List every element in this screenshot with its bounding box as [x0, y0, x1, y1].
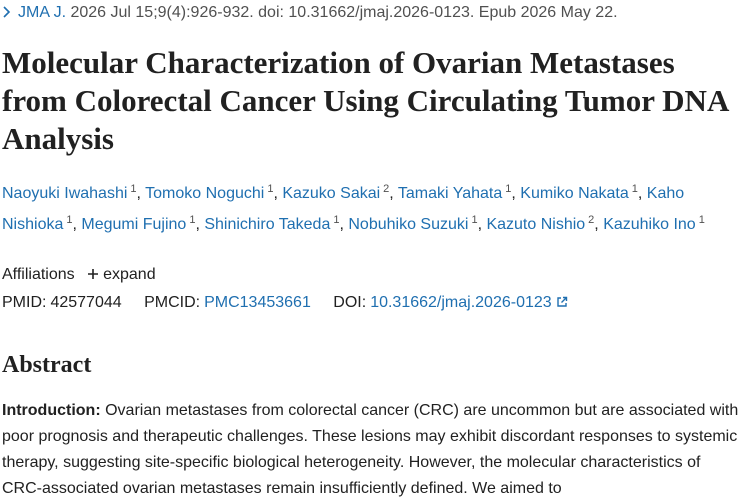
affiliation-number[interactable]: 1	[471, 214, 478, 226]
affiliation-number[interactable]: 1	[189, 214, 196, 226]
author-name[interactable]: Kazuhiko Ino	[603, 216, 696, 233]
affiliation-number[interactable]: 1	[66, 214, 73, 226]
author-name[interactable]: Megumi Fujino	[81, 216, 187, 233]
abstract-heading: Abstract	[2, 352, 92, 378]
author: Shinichiro Takeda 1	[204, 214, 348, 233]
affiliation-number[interactable]: 2	[383, 183, 390, 195]
author: Kumiko Nakata 1	[520, 183, 647, 202]
author: Kazuto Nishio 2	[486, 214, 603, 233]
abstract-body: Ovarian metastases from colorectal cance…	[2, 402, 739, 497]
author-name[interactable]: Naoyuki Iwahashi	[2, 185, 128, 202]
pmid-label: PMID:	[2, 294, 47, 311]
expand-label[interactable]: expand	[103, 266, 156, 283]
pmcid-label: PMCID:	[144, 294, 201, 311]
author-name[interactable]: Kazuto Nishio	[486, 216, 586, 233]
chevron-icon[interactable]	[2, 6, 12, 18]
author: Kazuko Sakai 2	[282, 183, 398, 202]
external-link-icon[interactable]	[556, 296, 568, 308]
author-name[interactable]: Kumiko Nakata	[520, 185, 629, 202]
author: Naoyuki Iwahashi 1	[2, 183, 145, 202]
citation-details: 2026 Jul 15;9(4):926-932. doi: 10.31662/…	[70, 4, 618, 21]
author: Megumi Fujino 1	[81, 214, 204, 233]
author: Tamaki Yahata 1	[397, 183, 520, 202]
affiliation-number[interactable]: 1	[505, 183, 512, 195]
author-name[interactable]: Tomoko Noguchi	[145, 185, 265, 202]
author: Nobuhiko Suzuki 1	[348, 214, 486, 233]
affiliation-number[interactable]: 1	[267, 183, 274, 195]
plus-icon	[88, 269, 99, 279]
affiliation-number[interactable]: 1	[698, 214, 705, 226]
doi-label: DOI:	[333, 294, 367, 311]
affiliation-number[interactable]: 2	[588, 214, 595, 226]
expand-toggle[interactable]: expand	[87, 266, 156, 283]
author-name[interactable]: Tamaki Yahata	[397, 185, 503, 202]
author-name[interactable]: Kaho Nishioka	[2, 185, 685, 233]
section-label: Introduction:	[2, 402, 101, 419]
author-name[interactable]: Kazuko Sakai	[282, 185, 381, 202]
affiliation-number[interactable]: 1	[130, 183, 137, 195]
identifiers: PMID: 42577044 PMCID: PMC13453661 DOI: 10.3…	[2, 294, 568, 312]
affiliation-number[interactable]: 1	[333, 214, 340, 226]
affiliation-number[interactable]: 1	[631, 183, 638, 195]
author-name[interactable]: Nobuhiko Suzuki	[348, 216, 469, 233]
doi-link[interactable]: 10.31662/jmaj.2026-0123	[370, 294, 552, 311]
affiliations: Affiliations expand	[2, 266, 156, 284]
article-title: Molecular Characterization of Ovarian Me…	[2, 45, 728, 156]
journal-link[interactable]: JMA J.	[18, 4, 67, 21]
citation: JMA J. 2026 Jul 15;9(4):926-932. doi: 10…	[2, 4, 618, 22]
pmcid-link[interactable]: PMC13453661	[204, 294, 311, 311]
author-name[interactable]: Shinichiro Takeda	[204, 216, 331, 233]
author: Kazuhiko Ino 1	[603, 214, 705, 233]
author: Tomoko Noguchi 1	[145, 183, 282, 202]
affiliations-label: Affiliations	[2, 266, 75, 283]
abstract-text: Introduction: Ovarian metastases from co…	[2, 398, 742, 500]
pmid: 42577044	[50, 294, 122, 311]
